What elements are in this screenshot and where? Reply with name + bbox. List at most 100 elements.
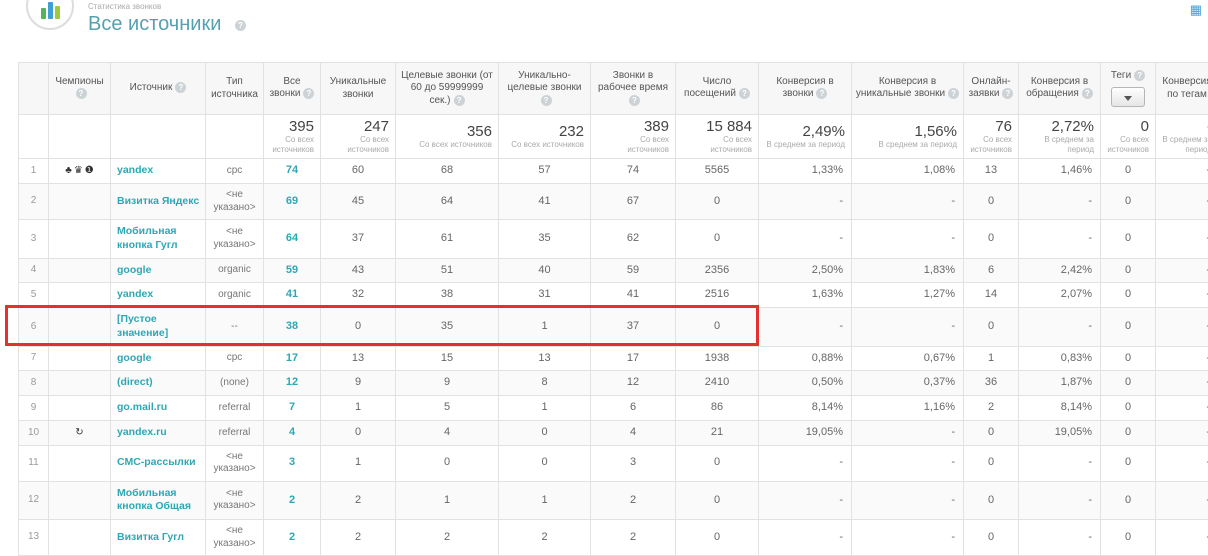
help-icon[interactable]: ? [235, 20, 246, 31]
target-calls-cell: 35 [396, 308, 499, 347]
source-link[interactable]: google [117, 264, 151, 276]
conversion-unique-calls-cell: - [852, 481, 964, 520]
help-icon[interactable]: ? [948, 88, 959, 99]
conversion-calls-cell: - [759, 308, 852, 347]
help-icon[interactable]: ? [454, 95, 465, 106]
online-leads-cell: 1 [964, 346, 1019, 371]
source-link[interactable]: yandex.ru [117, 426, 167, 438]
unique-target-calls-cell: 31 [499, 283, 591, 308]
conversion-calls-cell: - [759, 520, 852, 556]
online-leads-cell: 0 [964, 445, 1019, 481]
help-icon[interactable]: ? [1134, 70, 1145, 81]
all-calls-cell[interactable]: 59 [264, 258, 321, 283]
source-link[interactable]: google [117, 352, 151, 364]
column-header-all-calls[interactable]: Все звонки? [264, 63, 321, 115]
column-header-visits[interactable]: Число посещений? [676, 63, 759, 115]
unique-calls-cell: 13 [321, 346, 396, 371]
tags-cell: 0 [1101, 346, 1156, 371]
source-type-cell: <не указано> [206, 184, 264, 220]
source-link[interactable]: go.mail.ru [117, 401, 167, 413]
medal-badge-icon[interactable]: ❶ [85, 165, 94, 176]
column-header-source-type[interactable]: Тип источника [206, 63, 264, 115]
help-icon[interactable]: ? [739, 88, 750, 99]
all-calls-cell[interactable]: 12 [264, 371, 321, 396]
conversion-requests-cell: 19,05% [1019, 420, 1101, 445]
total-value: - [1162, 118, 1208, 135]
source-link[interactable]: Визитка Яндекс [117, 195, 199, 207]
totals-empty-cell [49, 115, 111, 159]
column-header-work-time-calls[interactable]: Звонки в рабочее время? [591, 63, 676, 115]
all-calls-cell[interactable]: 2 [264, 481, 321, 520]
all-calls-cell[interactable]: 69 [264, 184, 321, 220]
club-badge-icon[interactable]: ♣ [65, 165, 72, 176]
column-header-unique-calls[interactable]: Уникальные звонки [321, 63, 396, 115]
help-icon[interactable]: ? [303, 88, 314, 99]
help-icon[interactable]: ? [1082, 88, 1093, 99]
total-value: 356 [402, 123, 492, 140]
help-icon[interactable]: ? [175, 82, 186, 93]
column-header-online-leads[interactable]: Онлайн-заявки? [964, 63, 1019, 115]
conversion-tags-cell: - [1156, 159, 1208, 184]
conversion-requests-cell: - [1019, 184, 1101, 220]
all-calls-cell[interactable]: 3 [264, 445, 321, 481]
source-link[interactable]: [Пустое значение] [117, 313, 168, 339]
source-link[interactable]: (direct) [117, 376, 153, 388]
row-number: 11 [19, 445, 49, 481]
source-link[interactable]: Мобильная кнопка Гугл [117, 225, 178, 251]
column-header-conversion-tags[interactable]: Конверсия по тегам [1156, 63, 1208, 115]
total-caption: Со всех источников [1107, 135, 1149, 154]
column-label: Конверсия в уникальные звонки [856, 76, 945, 100]
help-icon[interactable]: ? [1002, 88, 1013, 99]
source-link[interactable]: Мобильная кнопка Общая [117, 487, 191, 513]
help-icon[interactable]: ? [816, 88, 827, 99]
help-icon[interactable]: ? [629, 95, 640, 106]
page-subtitle: Статистика звонков [88, 2, 161, 11]
all-calls-cell[interactable]: 38 [264, 308, 321, 347]
totals-empty-cell [19, 115, 49, 159]
column-header-tags[interactable]: Теги? [1101, 63, 1156, 115]
logo-icon [26, 0, 74, 30]
source-link[interactable]: yandex [117, 288, 153, 300]
column-header-champions[interactable]: Чемпионы? [49, 63, 111, 115]
column-header-source[interactable]: Источник? [111, 63, 206, 115]
all-calls-cell[interactable]: 17 [264, 346, 321, 371]
column-header-conversion-calls[interactable]: Конверсия в звонки? [759, 63, 852, 115]
refresh-icon[interactable]: ↻ [75, 427, 83, 438]
column-header-conversion-unique-calls[interactable]: Конверсия в уникальные звонки? [852, 63, 964, 115]
report-icon[interactable]: ▦ [1190, 2, 1202, 18]
tags-filter-button[interactable] [1111, 87, 1145, 107]
column-header-unique-target-calls[interactable]: Уникально-целевые звонки? [499, 63, 591, 115]
work-time-calls-cell: 37 [591, 308, 676, 347]
source-link[interactable]: СМС-рассылки [117, 456, 196, 468]
total-caption: Со всех источников [682, 135, 752, 154]
target-calls-cell: 51 [396, 258, 499, 283]
column-header-target-calls[interactable]: Целевые звонки (от 60 до 59999999 сек.)? [396, 63, 499, 115]
source-type-cell: <не указано> [206, 520, 264, 556]
column-header-conversion-requests[interactable]: Конверсия в обращения? [1019, 63, 1101, 115]
all-calls-cell[interactable]: 74 [264, 159, 321, 184]
conversion-unique-calls-cell: - [852, 445, 964, 481]
source-link[interactable]: Визитка Гугл [117, 531, 184, 543]
source-link[interactable]: yandex [117, 164, 153, 176]
help-icon[interactable]: ? [541, 95, 552, 106]
all-calls-cell[interactable]: 4 [264, 420, 321, 445]
all-calls-cell[interactable]: 2 [264, 520, 321, 556]
conversion-requests-cell: - [1019, 445, 1101, 481]
help-icon[interactable]: ? [76, 88, 87, 99]
unique-target-calls-cell: 1 [499, 481, 591, 520]
all-calls-cell[interactable]: 41 [264, 283, 321, 308]
work-time-calls-cell: 12 [591, 371, 676, 396]
conversion-calls-cell: 1,33% [759, 159, 852, 184]
conversion-unique-calls-cell: - [852, 420, 964, 445]
crown-badge-icon[interactable]: ♛ [74, 165, 83, 176]
all-calls-cell[interactable]: 7 [264, 396, 321, 421]
all-calls-cell[interactable]: 64 [264, 220, 321, 259]
logo-bar [55, 6, 60, 19]
